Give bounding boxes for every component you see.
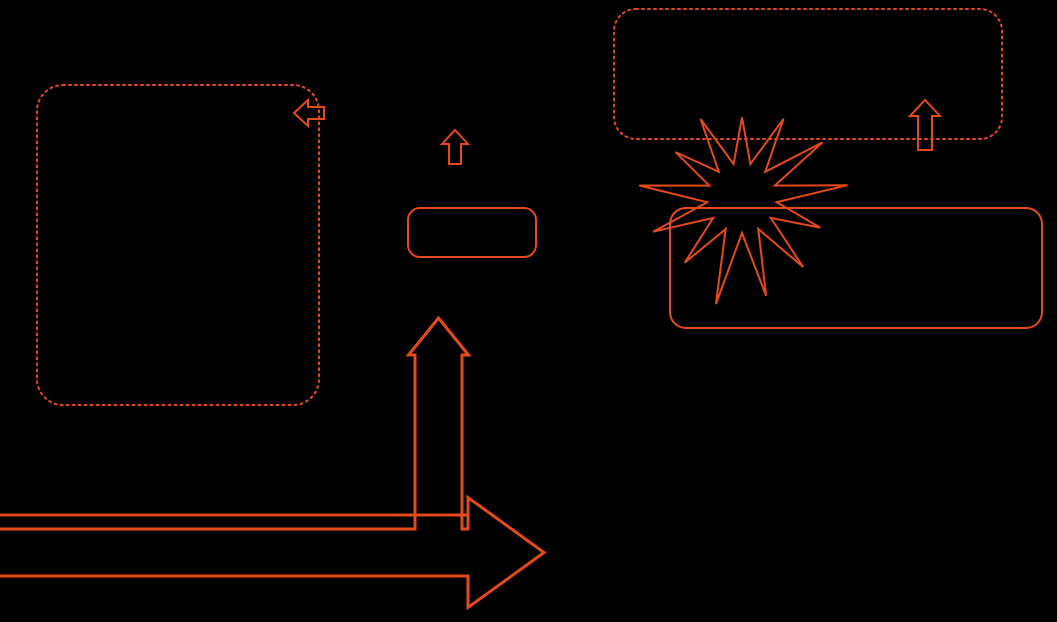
box-left [37, 85, 319, 405]
timeline-arrow [0, 318, 544, 608]
arrow-up-center-icon [442, 130, 468, 164]
box-center-small [408, 208, 536, 257]
box-top-right [614, 9, 1002, 139]
arrow-up-right-icon [910, 100, 940, 150]
diagram-canvas [0, 0, 1057, 622]
box-mid-right [670, 208, 1042, 328]
